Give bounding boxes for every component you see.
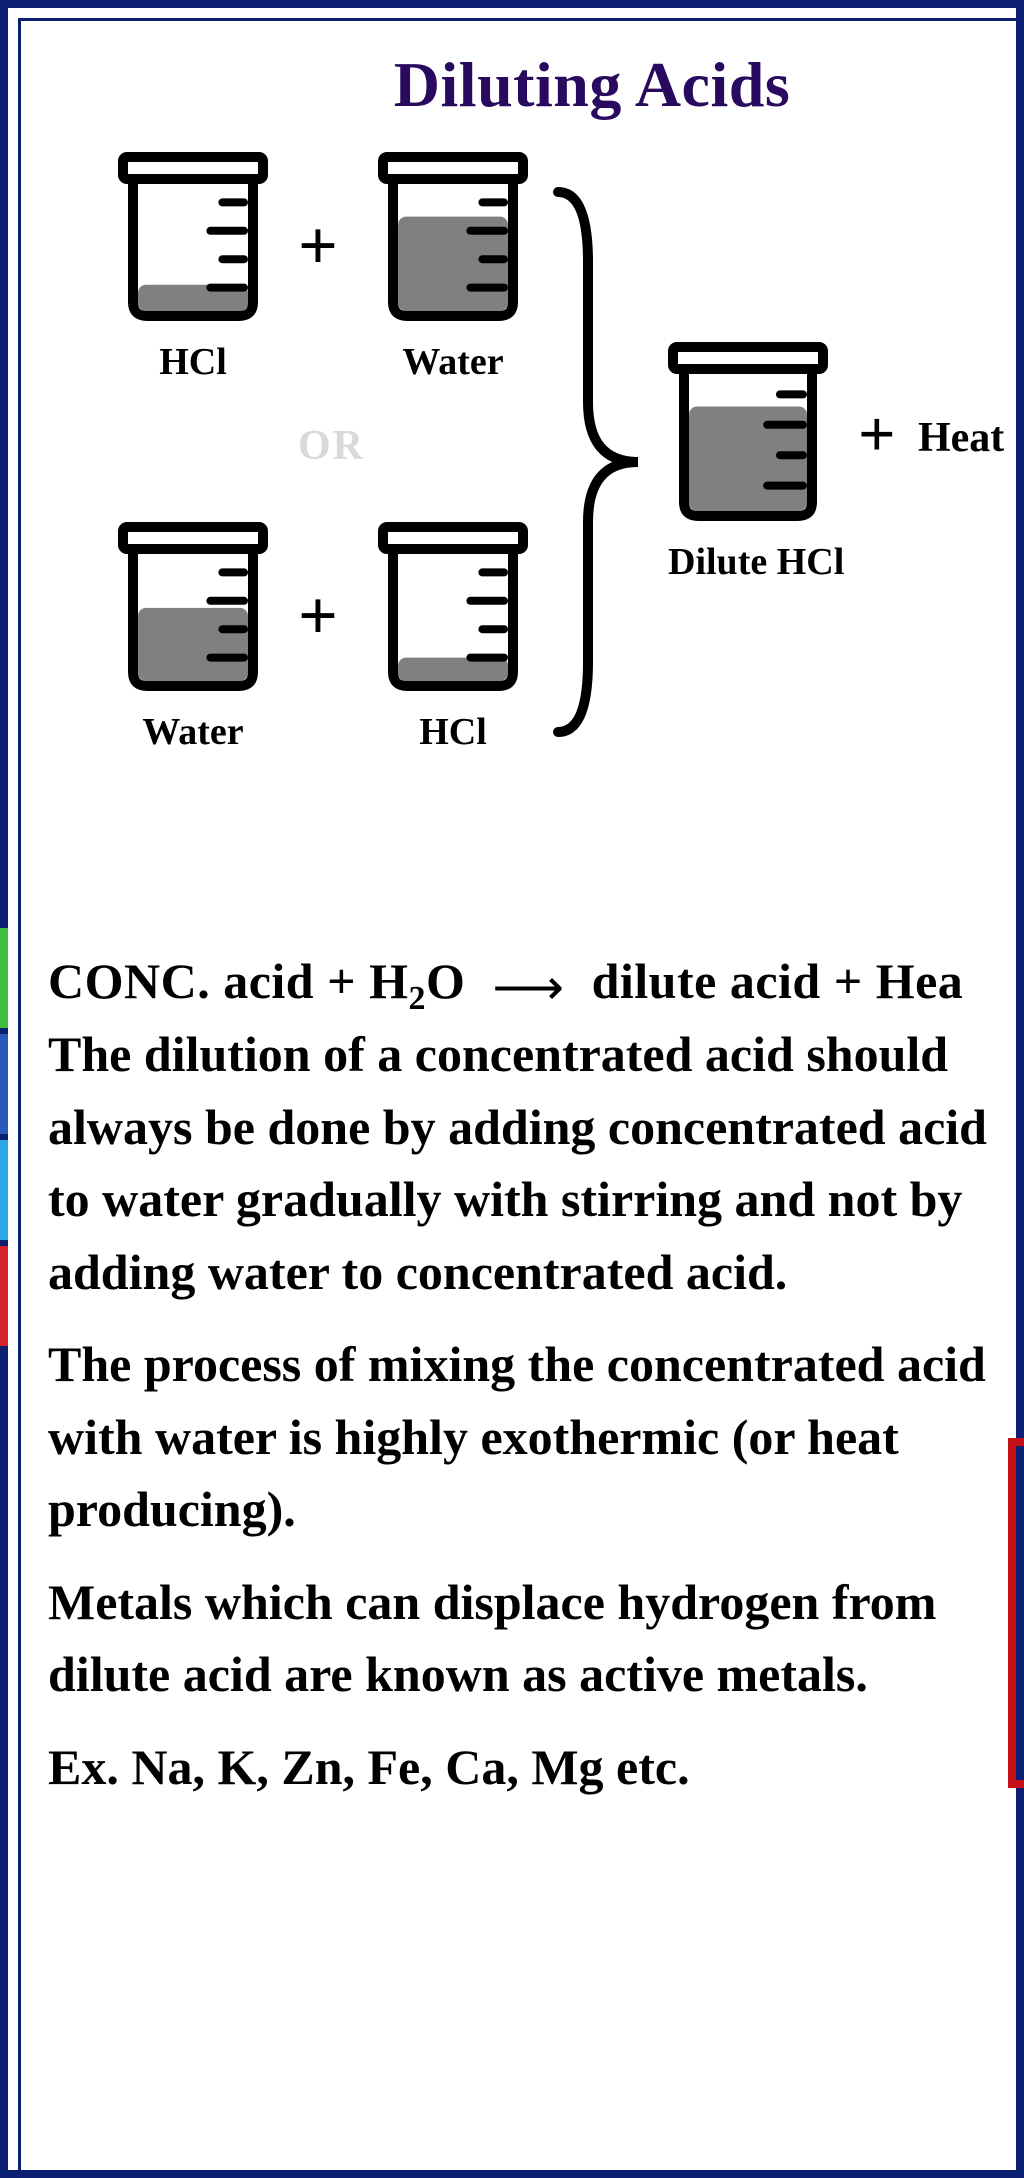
- beaker-icon: [668, 342, 828, 522]
- beaker-bottom-right: HCl: [378, 522, 528, 754]
- beaker-icon: [118, 522, 268, 692]
- reaction-equation: CONC. acid + H2O ⟶ dilute acid + Hea: [48, 952, 1016, 1018]
- beaker-icon: [378, 522, 528, 692]
- beaker-label: Dilute HCl: [668, 540, 844, 584]
- beaker-top-left: HCl: [118, 152, 268, 384]
- paragraph: The process of mixing the concentrated a…: [48, 1328, 1016, 1546]
- plus-symbol: +: [858, 397, 896, 473]
- page-frame: Diluting Acids HCl + Water OR Water +: [0, 0, 1024, 2178]
- beaker-icon: [118, 152, 268, 322]
- eq-mid: O: [426, 953, 465, 1009]
- or-label: OR: [298, 422, 365, 470]
- eq-rhs: dilute acid + Hea: [592, 953, 964, 1009]
- beaker-label: HCl: [378, 710, 528, 754]
- plus-symbol: +: [298, 577, 338, 657]
- side-tag-4: [0, 1246, 8, 1346]
- eq-sub: 2: [409, 980, 427, 1017]
- paragraph: The dilution of a concentrated acid shou…: [48, 1018, 1016, 1308]
- brace-icon: [538, 182, 658, 742]
- beaker-result: Dilute HCl: [668, 342, 844, 584]
- beaker-label: HCl: [118, 340, 268, 384]
- plus-symbol: +: [298, 207, 338, 287]
- paragraph: Metals which can displace hydrogen from …: [48, 1566, 1016, 1711]
- heat-label: Heat: [918, 414, 1004, 462]
- paragraph: Ex. Na, K, Zn, Fe, Ca, Mg etc.: [48, 1731, 1016, 1804]
- beaker-label: Water: [378, 340, 528, 384]
- beaker-bottom-left: Water: [118, 522, 268, 754]
- side-tags: [0, 928, 8, 1352]
- body-text: The dilution of a concentrated acid shou…: [48, 1018, 1016, 1803]
- arrow-icon: ⟶: [492, 958, 564, 1016]
- beaker-icon: [378, 152, 528, 322]
- side-tag-2: [0, 1034, 8, 1134]
- beaker-label: Water: [118, 710, 268, 754]
- eq-lhs: CONC. acid + H: [48, 953, 409, 1009]
- content-area: Diluting Acids HCl + Water OR Water +: [48, 48, 1016, 2170]
- side-tag-1: [0, 928, 8, 1028]
- beaker-top-right: Water: [378, 152, 528, 384]
- dilution-diagram: HCl + Water OR Water + HCl: [48, 152, 1008, 812]
- page-title: Diluting Acids: [168, 48, 1016, 122]
- side-tag-3: [0, 1140, 8, 1240]
